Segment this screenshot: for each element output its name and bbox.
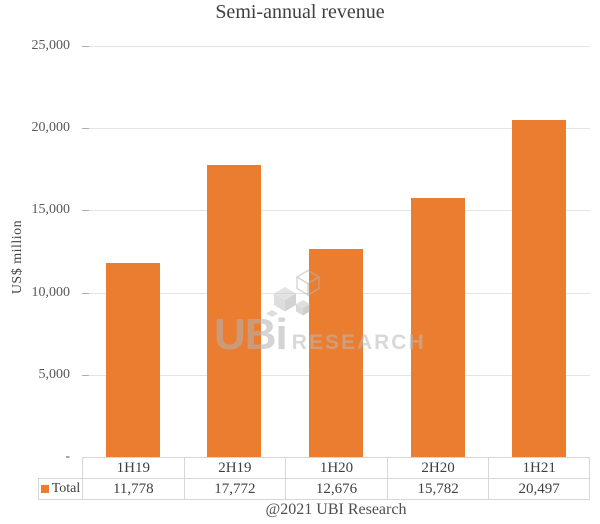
table-value-1H20: 12,676 xyxy=(285,478,387,500)
table-header-1H20: 1H20 xyxy=(285,457,387,478)
data-table: 1H19 2H19 1H20 2H20 1H21 Total 11,778 17,772 12,… xyxy=(38,457,591,500)
table-value-1H21: 20,497 xyxy=(488,478,590,500)
y-tick-label: 5,000 xyxy=(38,367,71,382)
gridline xyxy=(82,46,590,47)
table-header-1H19: 1H19 xyxy=(82,457,184,478)
table-header-1H21: 1H21 xyxy=(488,457,590,478)
y-axis-tick-mark xyxy=(82,46,89,47)
y-axis-tick-mark xyxy=(82,293,89,294)
chart-title: Semi-annual revenue xyxy=(215,1,385,23)
table-value-1H19: 11,778 xyxy=(82,478,184,500)
table-header-2H19: 2H19 xyxy=(183,457,286,478)
y-axis-tick-mark xyxy=(82,210,89,211)
y-axis-tick-mark xyxy=(82,375,89,376)
y-tick-label: 25,000 xyxy=(31,38,71,53)
legend-label: Total xyxy=(51,481,81,496)
y-tick-label: - xyxy=(65,449,70,464)
table-value-2H19: 17,772 xyxy=(183,478,286,500)
y-axis-tick-labels: 25,000 20,000 15,000 10,000 5,000 - xyxy=(0,0,71,470)
y-tick-label: 20,000 xyxy=(31,120,71,135)
y-axis-tick-mark xyxy=(82,128,89,129)
credit-text: @2021 UBI Research xyxy=(265,501,407,518)
table-legend-spacer xyxy=(38,457,82,478)
plot-area xyxy=(82,46,590,457)
y-tick-label: 15,000 xyxy=(31,202,71,217)
y-tick-label: 10,000 xyxy=(31,285,71,300)
gridline xyxy=(82,128,590,129)
bar-1H20 xyxy=(309,249,363,457)
bar-1H19 xyxy=(106,263,160,457)
bar-1H21 xyxy=(512,120,566,457)
legend-cell: Total xyxy=(38,478,82,500)
bar-2H20 xyxy=(411,198,465,457)
gridline xyxy=(82,210,590,211)
legend-marker-icon xyxy=(40,485,49,493)
table-header-2H20: 2H20 xyxy=(386,457,489,478)
table-value-2H20: 15,782 xyxy=(386,478,489,500)
bar-2H19 xyxy=(207,165,261,457)
